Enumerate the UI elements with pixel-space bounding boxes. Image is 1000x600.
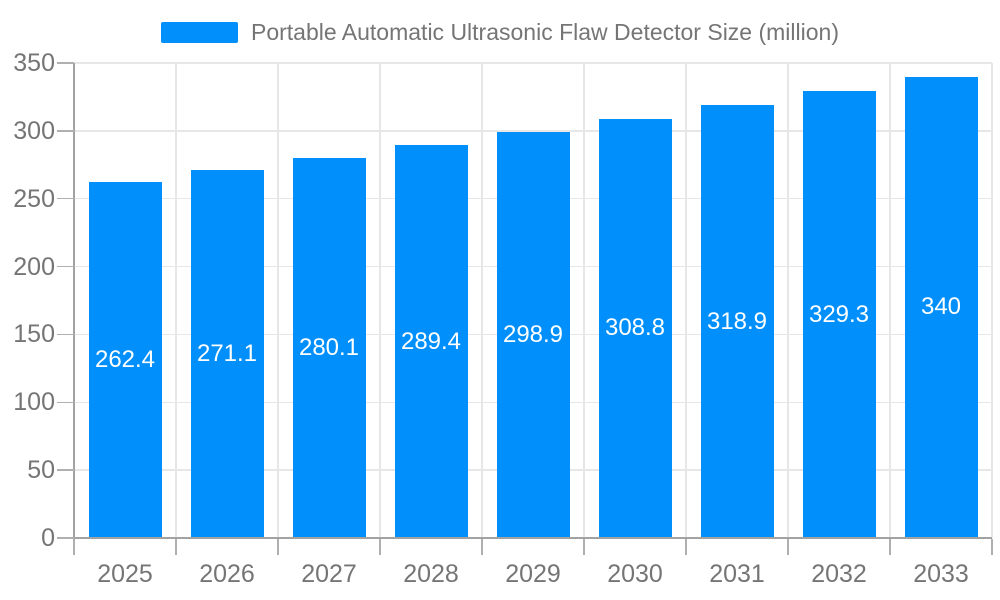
x-axis-tick	[787, 539, 789, 555]
y-axis-label: 300	[13, 116, 55, 145]
bar-2029[interactable]: 298.9	[496, 132, 570, 538]
bar-2030[interactable]: 308.8	[598, 118, 672, 538]
x-axis-tick	[379, 539, 381, 555]
x-axis-tick	[583, 539, 585, 555]
x-axis-tick	[175, 539, 177, 555]
grid-line-vertical	[277, 63, 279, 538]
x-axis-tick	[73, 539, 75, 555]
bar-value-label: 271.1	[196, 340, 258, 368]
y-axis-label: 0	[41, 524, 55, 552]
bar-2026[interactable]: 271.1	[190, 170, 264, 538]
grid-line-vertical	[175, 63, 177, 538]
bar-value-label: 329.3	[808, 300, 870, 328]
x-axis-line	[74, 537, 992, 539]
grid-line-vertical	[991, 63, 993, 538]
y-axis-tick	[57, 537, 74, 539]
x-axis-label: 2026	[199, 560, 255, 588]
y-axis-label: 350	[13, 49, 55, 77]
y-axis-tick	[57, 130, 74, 132]
bar-value-label: 262.4	[94, 345, 156, 373]
bar-2025[interactable]: 262.4	[88, 181, 162, 538]
plot-area: 262.4 271.1 280.1 289.4 298.9 308.8 318.9 329.3…	[74, 62, 993, 538]
bar-value-label: 298.9	[502, 321, 564, 349]
bar-value-label: 340	[920, 293, 962, 321]
legend-item[interactable]: Portable Automatic Ultrasonic Flaw Detec…	[0, 18, 1000, 46]
x-axis-label: 2027	[301, 560, 357, 588]
bar-2027[interactable]: 280.1	[292, 157, 366, 538]
grid-line-vertical	[481, 63, 483, 538]
x-axis-label: 2028	[403, 560, 459, 588]
bar-2031[interactable]: 318.9	[700, 105, 774, 538]
x-axis-label: 2031	[709, 560, 765, 588]
grid-line-horizontal	[74, 130, 992, 132]
bar-value-label: 289.4	[400, 327, 462, 355]
y-axis-label: 50	[27, 456, 55, 485]
legend-swatch	[161, 21, 238, 43]
x-axis-tick	[481, 539, 483, 555]
x-axis-label: 2029	[505, 560, 561, 588]
x-axis-label: 2025	[97, 560, 153, 588]
grid-line-vertical	[379, 63, 381, 538]
bar-value-label: 308.8	[604, 314, 666, 342]
y-axis-label: 200	[13, 252, 55, 281]
y-axis-label: 250	[13, 184, 55, 213]
y-axis-tick	[57, 401, 74, 404]
y-axis-tick	[57, 62, 74, 64]
grid-line-horizontal	[74, 62, 992, 64]
y-axis-tick	[57, 333, 74, 336]
y-axis-tick	[57, 197, 74, 200]
bar-2033[interactable]: 340	[904, 76, 978, 538]
x-axis-label: 2030	[607, 560, 663, 588]
x-axis-label: 2032	[811, 560, 867, 588]
bar-2032[interactable]: 329.3	[802, 91, 876, 538]
y-axis-label: 150	[13, 320, 55, 349]
grid-line-vertical	[583, 63, 585, 538]
x-axis-tick	[889, 539, 891, 555]
bar-value-label: 318.9	[706, 307, 768, 335]
y-axis-line	[73, 63, 75, 538]
y-axis-tick	[57, 469, 74, 471]
x-axis-tick	[277, 539, 279, 555]
y-axis-tick	[57, 265, 74, 268]
grid-line-vertical	[787, 63, 789, 538]
y-axis-label: 100	[13, 388, 55, 417]
x-axis-tick	[685, 539, 687, 555]
x-axis-tick	[991, 539, 993, 555]
grid-line-vertical	[889, 63, 891, 538]
bar-value-label: 280.1	[298, 333, 360, 361]
grid-line-vertical	[685, 63, 687, 538]
legend-label: Portable Automatic Ultrasonic Flaw Detec…	[251, 18, 839, 45]
bar-2028[interactable]: 289.4	[394, 145, 468, 538]
x-axis-label: 2033	[913, 560, 969, 588]
